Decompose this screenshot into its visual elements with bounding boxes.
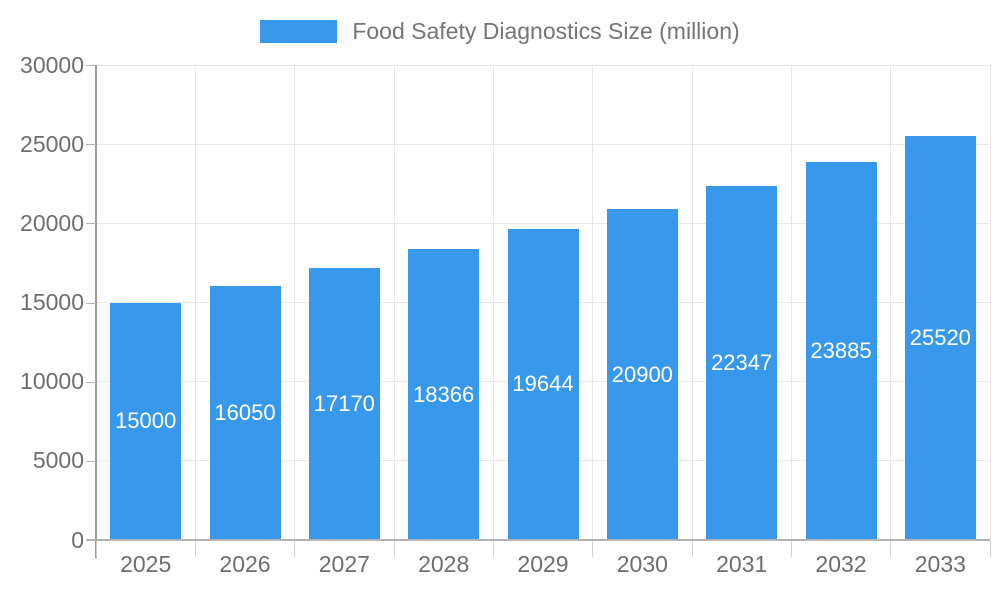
h-gridline	[96, 222, 990, 224]
x-axis-tick	[393, 541, 395, 557]
legend-swatch	[260, 20, 338, 43]
x-axis-label-2025: 2025	[120, 551, 172, 577]
bar-2026: 16050	[209, 285, 281, 540]
bar-2032: 23885	[805, 161, 877, 540]
bar-value-label: 16050	[214, 399, 276, 425]
x-axis-tick	[989, 541, 991, 557]
v-gridline	[691, 65, 693, 540]
v-gridline	[989, 65, 991, 540]
bar-value-label: 19644	[512, 371, 574, 397]
x-axis-label-2030: 2030	[616, 551, 668, 577]
y-axis-tick	[86, 65, 96, 66]
x-axis-label-2032: 2032	[815, 551, 867, 577]
y-axis-tick	[86, 302, 96, 304]
x-axis-tick	[492, 541, 494, 557]
plot-area: 15000 16050 17170 18366 19644 20900 22347 23885…	[96, 64, 991, 540]
y-axis-line	[95, 65, 97, 558]
v-gridline	[294, 65, 296, 540]
x-axis-tick	[890, 541, 892, 557]
bar-2028: 18366	[408, 249, 480, 540]
bar-value-label: 22347	[711, 350, 773, 376]
v-gridline	[790, 65, 792, 540]
bar-2029: 19644	[507, 228, 579, 540]
y-axis-label: 0	[71, 526, 84, 553]
x-axis-label-2028: 2028	[418, 551, 470, 577]
y-axis-label: 15000	[20, 289, 84, 315]
bar-value-label: 15000	[115, 408, 177, 434]
bar-value-label: 25520	[909, 324, 971, 350]
x-axis-tick	[691, 541, 693, 557]
bar-value-label: 18366	[413, 381, 475, 407]
bar-value-label: 17170	[313, 391, 375, 417]
chart-legend[interactable]: Food Safety Diagnostics Size (million)	[0, 18, 1000, 45]
v-gridline	[890, 65, 892, 540]
y-axis-tick	[86, 460, 96, 462]
y-axis-tick	[86, 144, 96, 146]
y-axis-tick	[86, 540, 96, 541]
bar-2027: 17170	[308, 268, 380, 540]
x-axis-label-2031: 2031	[716, 551, 768, 577]
y-axis-label: 20000	[20, 209, 84, 236]
bar-value-label: 23885	[810, 337, 872, 363]
y-axis-tick	[86, 223, 96, 225]
h-gridline	[96, 143, 990, 145]
x-axis-label-2027: 2027	[318, 551, 370, 577]
bar-value-label: 20900	[611, 361, 673, 387]
x-axis-tick	[95, 541, 97, 557]
legend-label: Food Safety Diagnostics Size (million)	[352, 18, 740, 44]
x-axis-label-2026: 2026	[219, 551, 271, 577]
x-axis-line	[86, 539, 990, 541]
bar-2033: 25520	[904, 135, 976, 540]
h-gridline	[96, 64, 990, 66]
x-axis-tick	[294, 541, 296, 557]
bar-2025: 15000	[110, 302, 182, 540]
y-axis-label: 30000	[20, 51, 84, 78]
x-axis-label-2029: 2029	[517, 551, 569, 577]
bar-2030: 20900	[606, 209, 678, 540]
v-gridline	[592, 65, 594, 540]
bar-2031: 22347	[706, 186, 778, 540]
x-axis-label-2033: 2033	[914, 551, 966, 577]
v-gridline	[492, 65, 494, 540]
x-axis-tick	[592, 541, 594, 557]
x-axis-tick	[194, 541, 196, 557]
y-axis-label: 5000	[32, 447, 84, 474]
v-gridline	[393, 65, 395, 540]
x-axis-tick	[790, 541, 792, 557]
y-axis-label: 25000	[20, 130, 84, 157]
y-axis-tick	[86, 381, 96, 383]
y-axis-label: 10000	[20, 368, 84, 395]
v-gridline	[194, 65, 196, 540]
